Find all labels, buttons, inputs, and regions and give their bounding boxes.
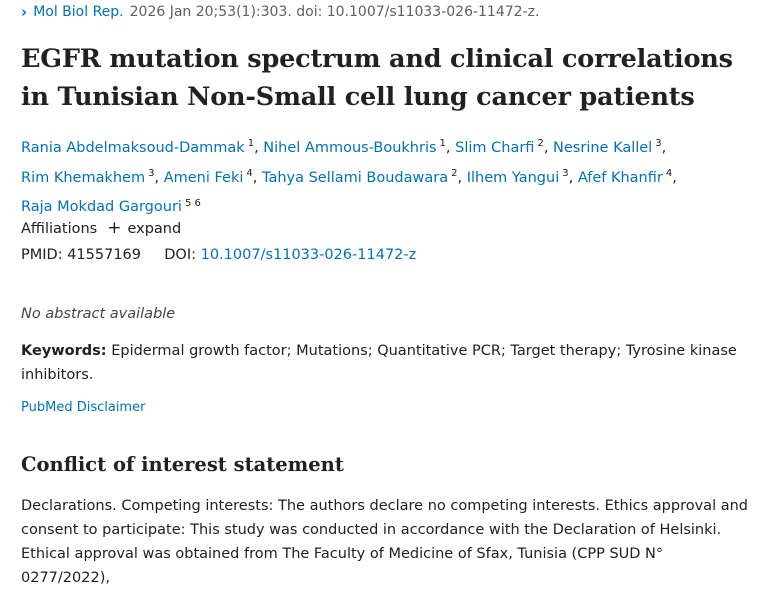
author-item: Nihel Ammous-Boukhris 1, xyxy=(263,138,451,156)
author-separator: , xyxy=(254,139,259,156)
author-link[interactable]: Rim Khemakhem xyxy=(21,169,146,186)
author-item: Tahya Sellami Boudawara 2, xyxy=(261,167,463,186)
keywords-label: Keywords: xyxy=(21,343,107,359)
author-item: Raja Mokdad Gargouri 5 6 xyxy=(21,197,201,216)
plus-icon: + xyxy=(107,218,122,238)
keywords: Keywords: Epidermal growth factor; Mutat… xyxy=(21,339,741,387)
affiliation-number[interactable]: 3 xyxy=(562,167,569,179)
identifiers: PMID: 41557169 DOI: 10.1007/s11033-026-1… xyxy=(21,247,416,263)
author-separator: , xyxy=(154,169,160,186)
citation-line: › Mol Biol Rep. 2026 Jan 20;53(1):303. d… xyxy=(21,3,539,21)
author-link[interactable]: Slim Charfi xyxy=(455,139,535,156)
affiliation-number[interactable]: 2 xyxy=(537,138,544,149)
author-separator: , xyxy=(568,169,574,186)
coi-heading: Conflict of interest statement xyxy=(21,453,344,476)
author-item: Ameni Feki 4, xyxy=(163,167,258,186)
pubmed-disclaimer-link[interactable]: PubMed Disclaimer xyxy=(21,400,146,415)
citation-details: 2026 Jan 20;53(1):303. doi: 10.1007/s110… xyxy=(129,4,540,20)
coi-text: Declarations. Competing interests: The a… xyxy=(21,498,748,586)
author-link[interactable]: Nihel Ammous-Boukhris xyxy=(263,139,437,156)
author-list: Rania Abdelmaksoud-Dammak 1, Nihel Ammous… xyxy=(21,131,746,220)
affiliations-row: Affiliations + expand xyxy=(21,220,181,237)
author-link[interactable]: Nesrine Kallel xyxy=(553,139,653,156)
doi-link[interactable]: 10.1007/s11033-026-11472-z xyxy=(200,247,417,263)
abstract-note: No abstract available xyxy=(21,306,176,322)
author-item: Rania Abdelmaksoud-Dammak 1, xyxy=(21,138,259,156)
pmid-label: PMID: xyxy=(21,247,63,263)
author-link[interactable]: Tahya Sellami Boudawara xyxy=(261,169,449,186)
affiliation-number[interactable]: 3 xyxy=(148,167,155,179)
author-link[interactable]: Afef Khanfir xyxy=(577,169,663,186)
journal-link[interactable]: Mol Biol Rep. xyxy=(33,4,124,20)
affiliation-number[interactable]: 5 6 xyxy=(184,197,201,209)
chevron-right-icon[interactable]: › xyxy=(21,3,28,21)
author-item: Afef Khanfir 4, xyxy=(577,167,677,186)
author-link[interactable]: Rania Abdelmaksoud-Dammak xyxy=(21,139,245,156)
affiliation-number[interactable]: 1 xyxy=(439,138,446,149)
author-separator: , xyxy=(543,139,549,156)
author-separator: , xyxy=(672,169,677,186)
author-separator: , xyxy=(457,169,463,186)
affiliation-number[interactable]: 4 xyxy=(665,167,673,179)
article-title: EGFR mutation spectrum and clinical corr… xyxy=(21,44,733,112)
affiliation-number[interactable]: 3 xyxy=(655,138,662,149)
author-link[interactable]: Raja Mokdad Gargouri xyxy=(21,199,182,216)
affiliations-expand-button[interactable]: + expand xyxy=(107,220,181,237)
pmid-value: 41557169 xyxy=(67,247,142,263)
affiliation-number[interactable]: 4 xyxy=(246,167,253,179)
author-item: Rim Khemakhem 3, xyxy=(21,167,160,186)
author-item: Slim Charfi 2, xyxy=(455,138,549,156)
affiliations-label: Affiliations xyxy=(21,220,98,237)
author-separator: , xyxy=(661,139,667,156)
keywords-text: Epidermal growth factor; Mutations; Quan… xyxy=(21,343,737,383)
author-link[interactable]: Ilhem Yangui xyxy=(466,169,560,186)
author-separator: , xyxy=(445,139,451,156)
doi-label: DOI: xyxy=(164,247,196,263)
affiliation-number[interactable]: 2 xyxy=(451,167,458,179)
expand-label: expand xyxy=(127,220,182,237)
author-item: Ilhem Yangui 3, xyxy=(466,167,574,186)
author-separator: , xyxy=(252,169,258,186)
author-item: Nesrine Kallel 3, xyxy=(553,138,667,156)
author-link[interactable]: Ameni Feki xyxy=(163,169,244,186)
affiliation-number[interactable]: 1 xyxy=(247,138,255,149)
